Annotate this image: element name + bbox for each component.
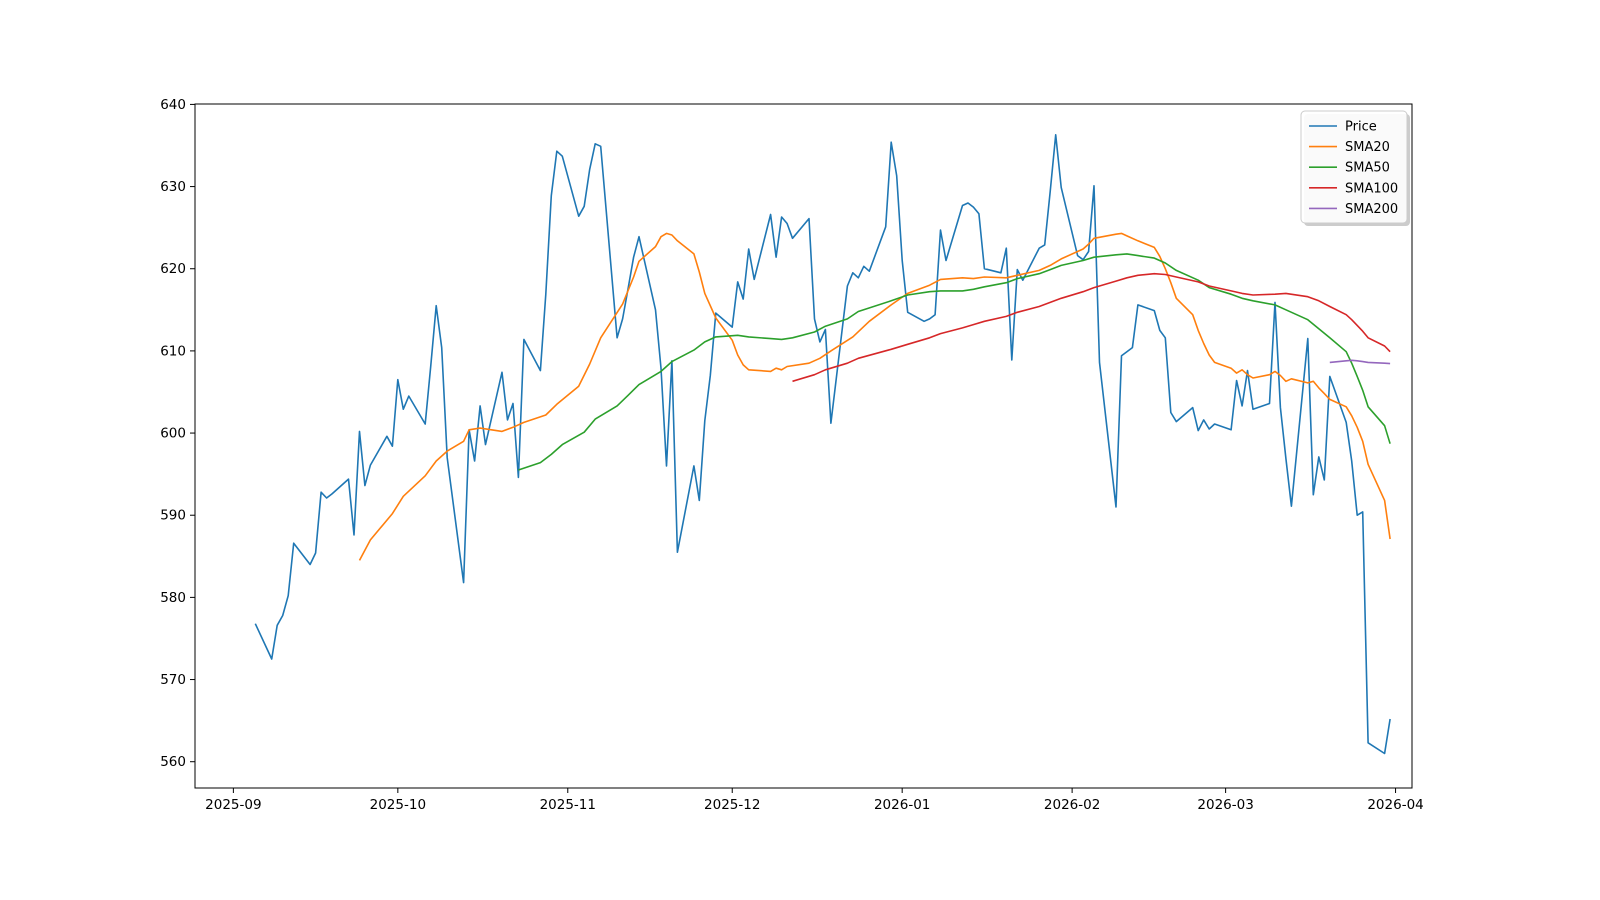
plot-border <box>194 103 1413 789</box>
legend-item-sma100: SMA100 <box>1309 181 1398 196</box>
x-tick-label: 2025-11 <box>540 797 596 813</box>
x-tick-label: 2026-02 <box>1044 797 1100 813</box>
x-tick-label: 2025-10 <box>370 797 426 813</box>
legend-label: Price <box>1345 120 1377 135</box>
x-tick-label: 2026-01 <box>874 797 930 813</box>
legend-box <box>1300 110 1408 224</box>
axes-group: 2025-09 2025-10 2025-11 2025-12 2026-01 2026-… <box>160 97 1424 813</box>
legend-item-sma200: SMA200 <box>1309 202 1398 217</box>
x-tick-label: 2026-03 <box>1197 797 1253 813</box>
plot-area <box>195 104 1412 788</box>
x-tick-label: 2025-09 <box>205 797 261 813</box>
y-axis: 560 570 580 590 600 610 620 630 640 <box>160 97 195 770</box>
y-tick-label: 610 <box>160 343 186 359</box>
sma100-line <box>792 272 1391 383</box>
legend-item-sma50: SMA50 <box>1309 161 1390 176</box>
sma20-line <box>358 232 1391 561</box>
y-tick-label: 620 <box>160 261 186 277</box>
x-axis: 2025-09 2025-10 2025-11 2025-12 2026-01 2026-… <box>205 788 1424 813</box>
y-tick-label: 570 <box>160 672 186 688</box>
price-line <box>254 134 1391 755</box>
y-tick-label: 580 <box>160 590 186 606</box>
legend-label: SMA100 <box>1345 181 1398 196</box>
y-tick-label: 590 <box>160 508 186 524</box>
legend-item-price: Price <box>1309 120 1377 135</box>
x-tick-label: 2025-12 <box>704 797 760 813</box>
legend-label: SMA20 <box>1345 140 1390 155</box>
y-tick-label: 600 <box>160 426 186 442</box>
y-tick-label: 630 <box>160 179 186 195</box>
series-group <box>254 134 1391 755</box>
legend: Price SMA20 SMA50 SMA100 SMA200 <box>1300 110 1410 226</box>
x-tick-label: 2026-04 <box>1367 797 1423 813</box>
legend-label: SMA50 <box>1345 161 1390 176</box>
sma200-line <box>1329 359 1391 365</box>
y-tick-label: 640 <box>160 97 186 113</box>
legend-item-sma20: SMA20 <box>1309 140 1390 155</box>
sma50-line <box>518 253 1391 471</box>
y-tick-label: 560 <box>160 754 186 770</box>
legend-label: SMA200 <box>1345 202 1398 217</box>
